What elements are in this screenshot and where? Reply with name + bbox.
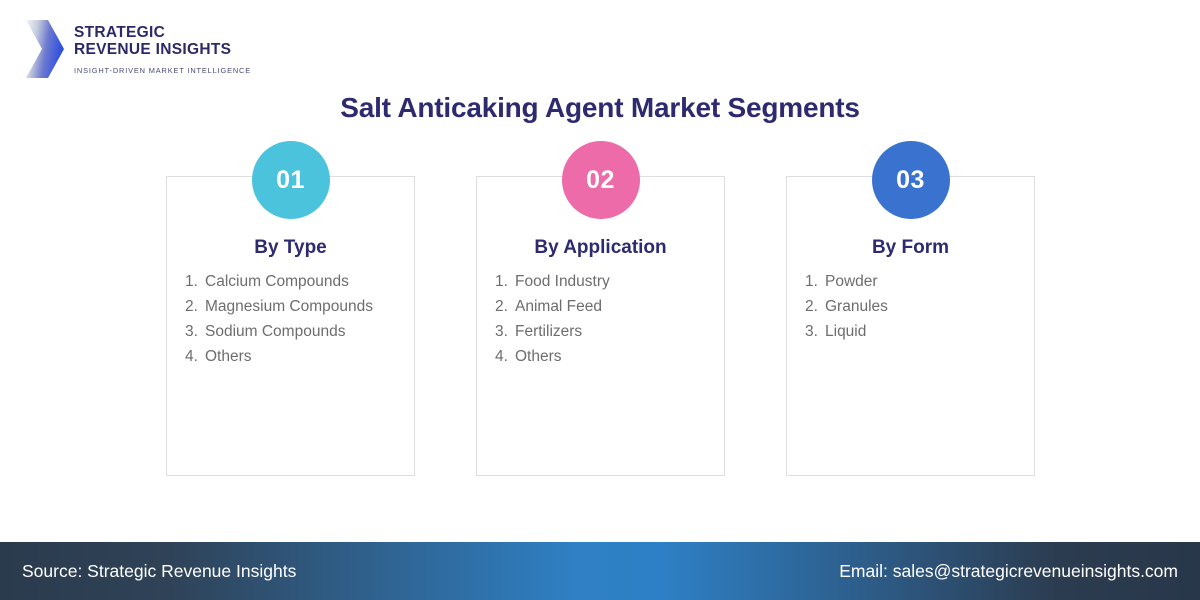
list-item-label: Fertilizers	[515, 323, 583, 340]
list-item-label: Others	[515, 348, 562, 365]
list-item: 4. Others	[185, 344, 402, 369]
list-item-number: 1.	[805, 273, 818, 290]
segment-item-list: 1. Calcium Compounds 2. Magnesium Compou…	[185, 269, 402, 369]
list-item: 2. Animal Feed	[495, 294, 712, 319]
segment-card: 01 By Type 1. Calcium Compounds 2. Magne…	[166, 141, 415, 476]
list-item-label: Food Industry	[515, 273, 610, 290]
list-item-number: 1.	[185, 273, 198, 290]
brand-name-line2: REVENUE INSIGHTS	[74, 41, 232, 58]
brand-tagline: INSIGHT-DRIVEN MARKET INTELLIGENCE	[74, 65, 252, 75]
footer-source: Source: Strategic Revenue Insights	[22, 560, 297, 581]
list-item-label: Liquid	[825, 323, 867, 340]
list-item: 2. Granules	[805, 294, 1022, 319]
chevron-arrow-icon	[22, 18, 66, 80]
segment-number-badge: 03	[871, 141, 950, 219]
list-item: 1. Calcium Compounds	[185, 269, 402, 294]
page-title: Salt Anticaking Agent Market Segments	[340, 92, 860, 123]
segment-heading: By Application	[534, 237, 667, 258]
brand-logo: STRATEGIC REVENUE INSIGHTS INSIGHT-DRIVE…	[22, 18, 251, 80]
footer-email: Email: sales@strategicrevenueinsights.co…	[839, 560, 1178, 581]
list-item-label: Calcium Compounds	[205, 273, 349, 290]
list-item-label: Animal Feed	[515, 298, 603, 315]
list-item-number: 4.	[495, 348, 508, 365]
list-item: 1. Food Industry	[495, 269, 712, 294]
list-item-number: 4.	[185, 348, 198, 365]
segment-item-list: 1. Food Industry 2. Animal Feed 3. Ferti…	[495, 269, 712, 369]
list-item-number: 2.	[805, 298, 818, 315]
list-item: 4. Others	[495, 344, 712, 369]
list-item-number: 2.	[495, 298, 508, 315]
list-item: 1. Powder	[805, 269, 1022, 294]
list-item-label: Granules	[825, 298, 888, 315]
segment-heading: By Form	[871, 237, 950, 258]
list-item-label: Powder	[825, 273, 878, 290]
brand-name-line1: STRATEGIC	[74, 24, 166, 42]
segment-number-badge: 01	[251, 141, 330, 219]
list-item-number: 3.	[185, 323, 198, 340]
list-item-label: Sodium Compounds	[205, 323, 346, 340]
list-item-label: Magnesium Compounds	[205, 298, 374, 315]
footer-bar: Source: Strategic Revenue Insights Email…	[0, 542, 1200, 600]
segment-card: 03 By Form 1. Powder 2. Granules 3. Liqu…	[786, 141, 1035, 476]
segment-card: 02 By Application 1. Food Industry 2. An…	[476, 141, 725, 476]
list-item-number: 1.	[495, 273, 508, 290]
segment-item-list: 1. Powder 2. Granules 3. Liquid	[805, 269, 1022, 344]
list-item-number: 3.	[805, 323, 818, 340]
list-item-number: 2.	[185, 298, 198, 315]
segment-cards: 01 By Type 1. Calcium Compounds 2. Magne…	[166, 141, 1035, 476]
brand-wordmark: STRATEGIC REVENUE INSIGHTS INSIGHT-DRIVE…	[74, 23, 252, 75]
segment-heading: By Type	[254, 237, 327, 258]
segment-number-badge: 02	[561, 141, 640, 219]
list-item-number: 3.	[495, 323, 508, 340]
list-item: 2. Magnesium Compounds	[185, 294, 402, 319]
list-item: 3. Liquid	[805, 319, 1022, 344]
list-item: 3. Sodium Compounds	[185, 319, 402, 344]
list-item: 3. Fertilizers	[495, 319, 712, 344]
list-item-label: Others	[205, 348, 252, 365]
